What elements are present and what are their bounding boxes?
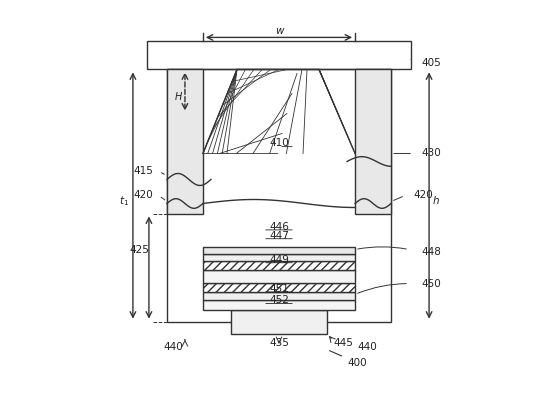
Text: 420: 420 [413,191,433,201]
Text: 440: 440 [163,342,183,351]
Text: 405: 405 [421,58,441,69]
Text: 425: 425 [129,245,149,255]
Text: 435: 435 [269,338,289,347]
Bar [203,299,355,310]
Text: 420: 420 [133,191,153,201]
Text: 451: 451 [269,284,289,294]
Text: $t_1$: $t_1$ [119,195,129,208]
Bar [203,261,355,270]
Bar [203,247,355,254]
Text: 450: 450 [421,278,441,289]
Text: 449: 449 [269,255,289,264]
Text: 400: 400 [330,351,367,368]
Text: H: H [175,92,182,102]
Text: 415: 415 [133,166,153,177]
Text: 430: 430 [421,148,441,158]
Bar [167,69,391,322]
Text: 410: 410 [269,139,289,148]
Bar [167,69,203,214]
Bar [203,270,355,283]
Bar [231,310,327,334]
Bar [203,283,355,291]
Text: w: w [275,27,283,36]
Bar [203,291,355,299]
Text: 448: 448 [421,247,441,257]
Bar [203,254,355,261]
Text: h: h [433,197,440,206]
Text: 452: 452 [269,295,289,305]
Bar [355,69,391,214]
Text: 446: 446 [269,222,289,232]
Text: 445: 445 [333,338,353,347]
Bar [147,42,411,69]
Text: 447: 447 [269,231,289,241]
Text: 440: 440 [357,342,377,351]
